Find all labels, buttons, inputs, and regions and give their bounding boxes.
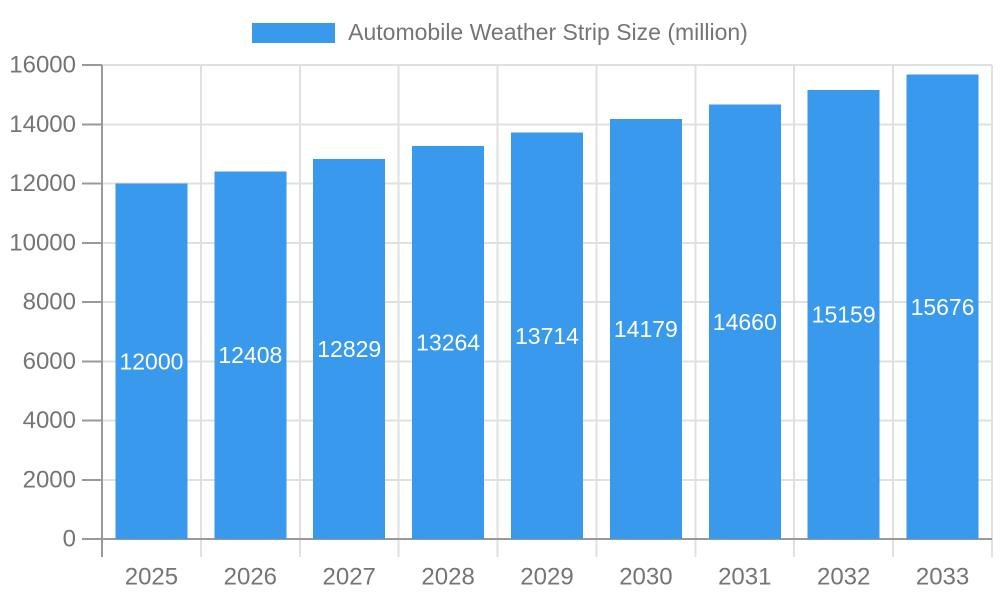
y-axis-label: 6000 <box>23 348 76 375</box>
bar-value-label: 15159 <box>812 301 876 327</box>
bar-value-label: 13714 <box>515 323 579 349</box>
bar <box>115 183 188 539</box>
x-axis-label: 2030 <box>619 564 672 591</box>
y-axis-label: 14000 <box>9 111 76 138</box>
x-axis-label: 2028 <box>421 564 474 591</box>
bar-value-label: 12408 <box>218 342 282 368</box>
bar-value-label: 12829 <box>317 336 381 362</box>
legend-label: Automobile Weather Strip Size (million) <box>348 19 748 45</box>
y-axis-label: 0 <box>63 526 76 553</box>
bar <box>511 132 583 539</box>
bar-value-label: 14179 <box>614 316 678 342</box>
x-axis-label: 2033 <box>916 564 969 591</box>
legend-swatch <box>252 22 336 43</box>
x-axis-label: 2027 <box>323 564 376 591</box>
y-axis-label: 8000 <box>23 289 76 316</box>
y-axis-label: 12000 <box>9 170 76 197</box>
bar-value-label: 12000 <box>119 348 183 374</box>
bar-value-label: 15676 <box>911 294 975 320</box>
x-axis-label: 2026 <box>224 564 277 591</box>
bar <box>807 89 880 540</box>
legend: Automobile Weather Strip Size (million) <box>0 19 1000 46</box>
bar <box>412 146 485 539</box>
x-axis-label: 2029 <box>520 564 573 591</box>
x-axis-label: 2031 <box>718 564 771 591</box>
x-axis-label: 2032 <box>817 564 870 591</box>
y-axis-label: 16000 <box>9 52 76 79</box>
y-axis-label: 10000 <box>9 229 76 256</box>
bar <box>609 118 682 539</box>
y-axis-label: 2000 <box>23 466 76 493</box>
y-axis-label: 4000 <box>23 407 76 434</box>
bar <box>313 158 386 540</box>
bar <box>906 74 979 539</box>
x-axis-label: 2025 <box>125 564 178 591</box>
bar-value-label: 14660 <box>713 309 777 335</box>
bar-value-label: 13264 <box>416 330 480 356</box>
bar <box>214 171 287 539</box>
bar <box>708 104 781 539</box>
